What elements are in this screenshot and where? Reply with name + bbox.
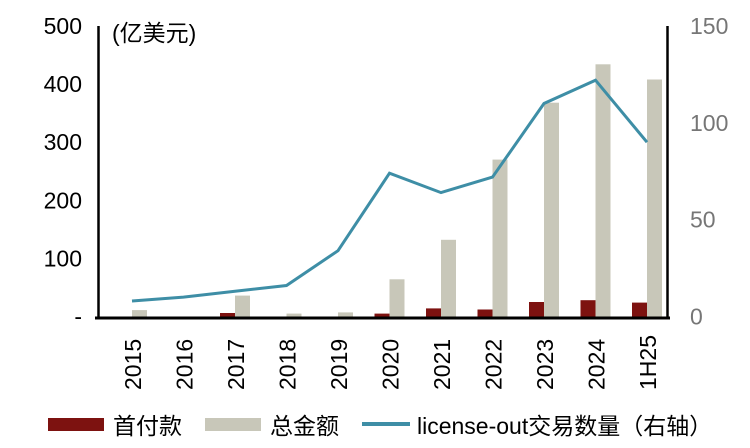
downpayment-bar-1H25	[632, 302, 647, 317]
downpayment-bar-series	[220, 300, 647, 317]
legend-swatch-downpayment	[48, 417, 104, 431]
total-amount-bar-2018	[286, 313, 302, 317]
x-axis-label-2016: 2016	[172, 339, 198, 390]
x-axis-label-2021: 2021	[429, 339, 455, 390]
right-axis-tick-50: 50	[690, 207, 716, 233]
left-axis-ticks: 500 400 300 200 100 -	[44, 13, 82, 330]
legend-swatch-license-out-line	[362, 422, 410, 426]
right-axis-tick-0: 0	[690, 304, 703, 330]
total-amount-bar-series	[132, 64, 662, 317]
downpayment-bar-2017	[220, 313, 235, 317]
left-axis-tick-400: 400	[44, 71, 82, 97]
x-axis-label-2024: 2024	[584, 339, 610, 390]
downpayment-bar-2021	[426, 308, 441, 317]
x-axis-label-2017: 2017	[223, 339, 249, 390]
left-axis-tick-200: 200	[44, 187, 82, 213]
x-axis-label-2019: 2019	[326, 339, 352, 390]
downpayment-bar-2022	[477, 309, 493, 317]
downpayment-bar-2024	[580, 300, 596, 317]
legend-swatch-total-amount	[205, 417, 261, 431]
license-out-line-series	[131, 78, 649, 303]
total-amount-bar-2019	[338, 312, 353, 317]
total-amount-bar-2021	[441, 239, 456, 317]
downpayment-bar-2020	[374, 313, 390, 317]
x-axis-label-2023: 2023	[532, 339, 558, 390]
left-axis-tick-300: 300	[44, 129, 82, 155]
x-axis-label-2018: 2018	[275, 339, 301, 390]
left-axis-tick-100: 100	[44, 245, 82, 271]
right-axis-ticks: 150 100 50 0	[690, 13, 728, 330]
x-axis-labels: 2015 2016 2017 2018 2019 2020 2021 2022 2023 2024…	[120, 335, 661, 390]
left-axis-tick-500: 500	[44, 13, 82, 39]
right-axis-tick-100: 100	[690, 110, 728, 136]
right-axis-tick-150: 150	[690, 13, 728, 39]
total-amount-bar-2020	[389, 279, 405, 317]
legend-label-license-out-line: license-out交易数量（右轴）	[417, 413, 713, 439]
total-amount-bar-2022	[492, 159, 508, 317]
x-axis-label-2020: 2020	[378, 339, 404, 390]
x-axis-label-2015: 2015	[120, 339, 146, 390]
legend: 首付款 总金额 license-out交易数量（右轴）	[48, 408, 712, 440]
left-axis-tick--: -	[74, 304, 82, 330]
x-axis-label-2022: 2022	[481, 339, 507, 390]
total-amount-bar-2015	[132, 310, 147, 317]
total-amount-bar-2017	[235, 295, 250, 317]
legend-label-downpayment: 首付款	[113, 413, 182, 439]
total-amount-bar-2023	[544, 102, 559, 317]
total-amount-bar-1H25	[647, 79, 662, 317]
legend-label-total-amount: 总金额	[270, 413, 339, 439]
x-axis-label-1H25: 1H25	[635, 335, 661, 390]
license-out-line	[131, 78, 649, 303]
left-axis-unit-label: (亿美元)	[112, 20, 196, 46]
downpayment-bar-2023	[529, 302, 544, 317]
total-amount-bar-2024	[595, 64, 611, 317]
